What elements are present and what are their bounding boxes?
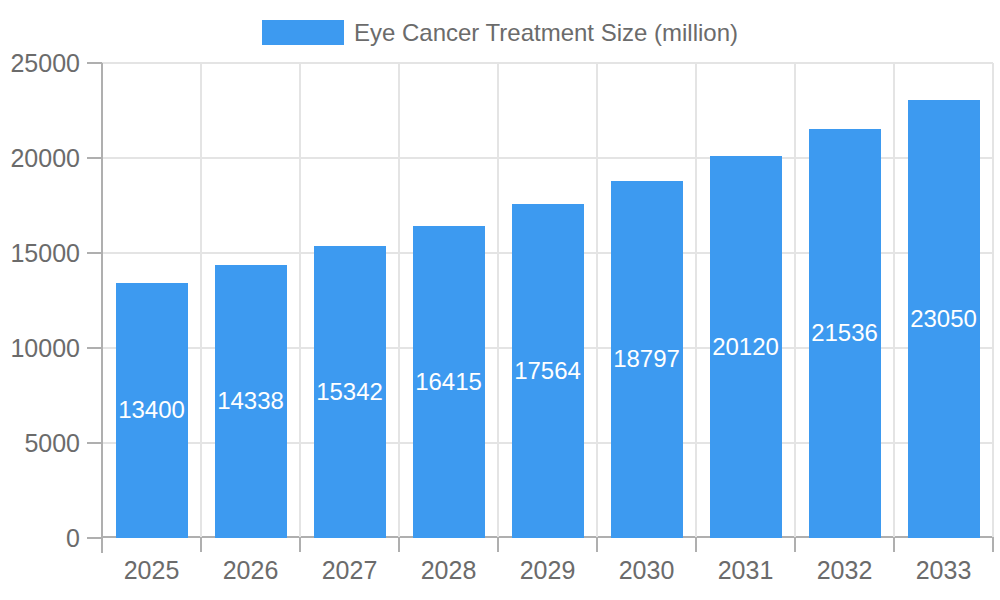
v-gridline <box>299 63 301 538</box>
x-tick <box>200 537 202 552</box>
v-gridline <box>398 63 400 538</box>
v-gridline <box>596 63 598 538</box>
plot-area: 1340014338153421641517564187972012021536… <box>102 63 993 538</box>
x-tick <box>299 537 301 552</box>
y-axis-label: 10000 <box>0 334 80 362</box>
y-tick <box>87 347 102 349</box>
chart-legend[interactable]: Eye Cancer Treatment Size (million) <box>0 20 1000 45</box>
y-tick <box>87 537 102 539</box>
x-tick <box>398 537 400 552</box>
bar-value-label: 15342 <box>300 378 399 406</box>
x-tick <box>992 537 994 552</box>
x-tick <box>794 537 796 552</box>
legend-label: Eye Cancer Treatment Size (million) <box>354 20 738 45</box>
x-axis-label: 2032 <box>795 556 894 584</box>
x-tick <box>893 537 895 552</box>
bar-chart: Eye Cancer Treatment Size (million) 1340… <box>0 0 1000 600</box>
bar-value-label: 20120 <box>696 333 795 361</box>
x-axis-label: 2027 <box>300 556 399 584</box>
v-gridline <box>200 63 202 538</box>
bar-value-label: 13400 <box>102 396 201 424</box>
y-tick <box>87 62 102 64</box>
v-gridline <box>695 63 697 538</box>
v-gridline <box>497 63 499 538</box>
bar-value-label: 17564 <box>498 357 597 385</box>
y-axis-label: 5000 <box>0 429 80 457</box>
x-axis-label: 2031 <box>696 556 795 584</box>
x-tick <box>101 537 103 552</box>
bar-value-label: 18797 <box>597 345 696 373</box>
y-axis-label: 0 <box>0 524 80 552</box>
y-axis-label: 15000 <box>0 239 80 267</box>
y-tick <box>87 442 102 444</box>
y-axis-label: 25000 <box>0 49 80 77</box>
bar-value-label: 21536 <box>795 319 894 347</box>
x-axis-label: 2033 <box>894 556 993 584</box>
x-tick <box>596 537 598 552</box>
x-tick <box>695 537 697 552</box>
bar-value-label: 14338 <box>201 387 300 415</box>
y-tick <box>87 252 102 254</box>
x-axis-label: 2026 <box>201 556 300 584</box>
bar-value-label: 23050 <box>894 305 993 333</box>
y-axis-label: 20000 <box>0 144 80 172</box>
bar-value-label: 16415 <box>399 368 498 396</box>
x-axis-label: 2029 <box>498 556 597 584</box>
legend-swatch-icon <box>262 20 344 45</box>
x-axis-label: 2030 <box>597 556 696 584</box>
v-gridline <box>992 63 994 538</box>
x-tick <box>497 537 499 552</box>
h-gridline <box>102 62 993 64</box>
y-axis-line <box>101 63 103 553</box>
x-axis-label: 2028 <box>399 556 498 584</box>
y-tick <box>87 157 102 159</box>
v-gridline <box>794 63 796 538</box>
x-axis-label: 2025 <box>102 556 201 584</box>
v-gridline <box>893 63 895 538</box>
